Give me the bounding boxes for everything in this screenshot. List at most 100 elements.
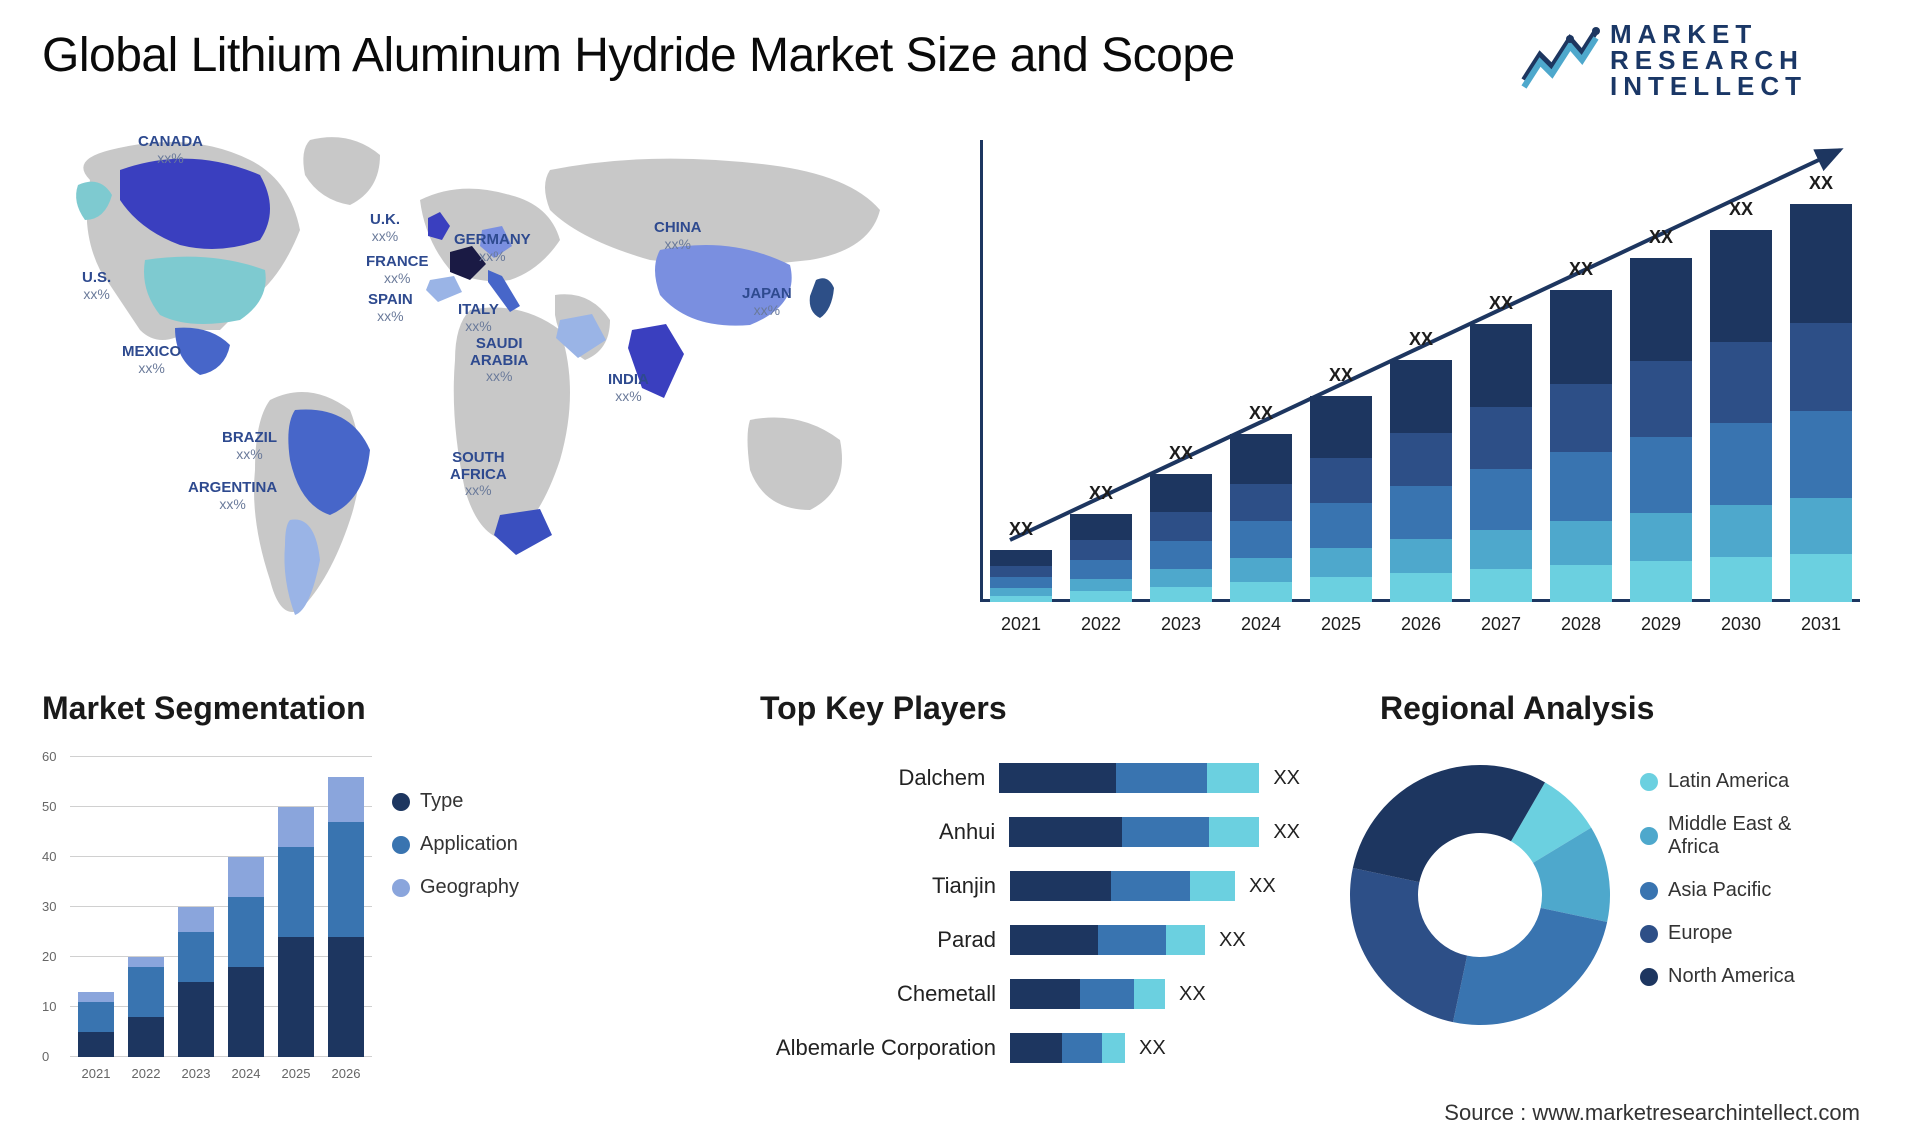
seg-x-label: 2025 [278, 1066, 314, 1081]
seg-y-tick: 30 [42, 899, 56, 914]
world-map-svg [50, 120, 930, 680]
player-row: Chemetall XX [760, 971, 1300, 1017]
player-value: XX [1179, 983, 1206, 1006]
logo-text-3: INTELLECT [1610, 73, 1807, 99]
seg-x-label: 2026 [328, 1066, 364, 1081]
main-chart-value: XX [1150, 443, 1212, 464]
regional-legend-item: Asia Pacific [1640, 879, 1795, 902]
main-chart-value: XX [1790, 173, 1852, 194]
main-chart-year: 2026 [1390, 614, 1452, 635]
player-row: Dalchem XX [760, 755, 1300, 801]
main-chart-bar [1550, 290, 1612, 602]
main-chart-year: 2028 [1550, 614, 1612, 635]
player-value: XX [1273, 821, 1300, 844]
player-value: XX [1219, 929, 1246, 952]
seg-y-tick: 20 [42, 949, 56, 964]
player-row: Albemarle Corporation XX [760, 1025, 1300, 1071]
main-chart-bar [1470, 324, 1532, 602]
logo-icon [1520, 25, 1600, 95]
player-row: AnhuiXX [760, 809, 1300, 855]
main-chart-year: 2030 [1710, 614, 1772, 635]
main-chart-value: XX [1310, 365, 1372, 386]
source-text: Source : www.marketresearchintellect.com [1444, 1100, 1860, 1126]
players-title-wrap: Top Key Players [760, 690, 1300, 727]
segmentation-chart: 0 10 20 30 40 50 60 2021 2022 2023 2024 2025 2026 [42, 745, 372, 1085]
player-name: Dalchem [760, 765, 999, 791]
seg-y-tick: 10 [42, 999, 56, 1014]
regional-title-wrap: Regional Analysis [1380, 690, 1654, 727]
map-label: CHINAxx% [654, 220, 702, 253]
main-chart-year: 2024 [1230, 614, 1292, 635]
main-chart-year: 2031 [1790, 614, 1852, 635]
segmentation-title-wrap: Market Segmentation [42, 690, 602, 727]
main-chart-value: XX [1550, 259, 1612, 280]
players-chart: DalchemXXAnhuiXXTianjinXXParadXXChemetal… [760, 755, 1300, 1085]
map-label: U.S.xx% [82, 270, 111, 303]
logo-text-1: MARKET [1610, 21, 1807, 47]
seg-y-tick: 0 [42, 1049, 49, 1064]
map-label: FRANCExx% [366, 254, 429, 287]
main-chart-bar [1150, 474, 1212, 602]
seg-y-tick: 50 [42, 799, 56, 814]
main-chart-year: 2023 [1150, 614, 1212, 635]
segmentation-legend: TypeApplicationGeography [392, 790, 519, 919]
seg-x-label: 2022 [128, 1066, 164, 1081]
regional-legend-item: North America [1640, 965, 1795, 988]
main-chart-year: 2029 [1630, 614, 1692, 635]
segmentation-title: Market Segmentation [42, 690, 602, 727]
map-label: SOUTHAFRICAxx% [450, 450, 507, 500]
main-chart-bar [990, 550, 1052, 602]
map-label: ARGENTINAxx% [188, 480, 277, 513]
seg-y-tick: 40 [42, 849, 56, 864]
main-bar-chart: XX XX XX XX XX XX XX XX XX XX XX 2021 2022 2023 2024 2… [980, 140, 1860, 660]
player-value: XX [1273, 767, 1300, 790]
main-chart-bar [1310, 396, 1372, 602]
player-value: XX [1139, 1037, 1166, 1060]
seg-y-tick: 60 [42, 749, 56, 764]
world-map: CANADAxx% U.S.xx% MEXICOxx% BRAZILxx% ARGENT… [50, 120, 930, 680]
main-chart-value: XX [1470, 293, 1532, 314]
main-chart-bar [1790, 204, 1852, 602]
map-label: MEXICOxx% [122, 344, 181, 377]
main-chart-year: 2021 [990, 614, 1052, 635]
map-label: GERMANYxx% [454, 232, 531, 265]
map-label: SPAINxx% [368, 292, 413, 325]
seg-x-label: 2023 [178, 1066, 214, 1081]
map-label: BRAZILxx% [222, 430, 277, 463]
player-name: Chemetall [760, 981, 1010, 1007]
map-label: CANADAxx% [138, 134, 203, 167]
regional-legend-item: Latin America [1640, 770, 1795, 793]
regional-donut [1340, 755, 1620, 1035]
main-chart-value: XX [1630, 227, 1692, 248]
main-chart-value: XX [1070, 483, 1132, 504]
regional-legend-item: Middle East &Africa [1640, 813, 1795, 859]
seg-x-label: 2021 [78, 1066, 114, 1081]
main-chart-year: 2025 [1310, 614, 1372, 635]
main-chart-value: XX [1230, 403, 1292, 424]
main-chart-bar [1710, 230, 1772, 602]
regional-title: Regional Analysis [1380, 690, 1654, 727]
seg-legend-item: Application [392, 833, 519, 856]
main-chart-year: 2022 [1070, 614, 1132, 635]
seg-bar [178, 907, 214, 1057]
logo: MARKET RESEARCH INTELLECT [1520, 10, 1860, 110]
map-label: ITALYxx% [458, 302, 499, 335]
seg-legend-item: Geography [392, 876, 519, 899]
regional-legend: Latin America Middle East &Africa Asia Pac… [1640, 770, 1795, 1008]
map-label: JAPANxx% [742, 286, 792, 319]
player-row: TianjinXX [760, 863, 1300, 909]
player-name: Albemarle Corporation [760, 1035, 1010, 1061]
map-label: INDIAxx% [608, 372, 649, 405]
player-name: Tianjin [760, 873, 1010, 899]
seg-bar [228, 857, 264, 1057]
main-chart-value: XX [1710, 199, 1772, 220]
seg-x-label: 2024 [228, 1066, 264, 1081]
main-chart-year: 2027 [1470, 614, 1532, 635]
map-label: U.K.xx% [370, 212, 400, 245]
main-chart-value: XX [1390, 329, 1452, 350]
main-chart-value: XX [990, 519, 1052, 540]
main-chart-bar [1630, 258, 1692, 602]
main-chart-bar [1230, 434, 1292, 602]
seg-bar [328, 777, 364, 1057]
page-title: Global Lithium Aluminum Hydride Market S… [42, 28, 1235, 83]
